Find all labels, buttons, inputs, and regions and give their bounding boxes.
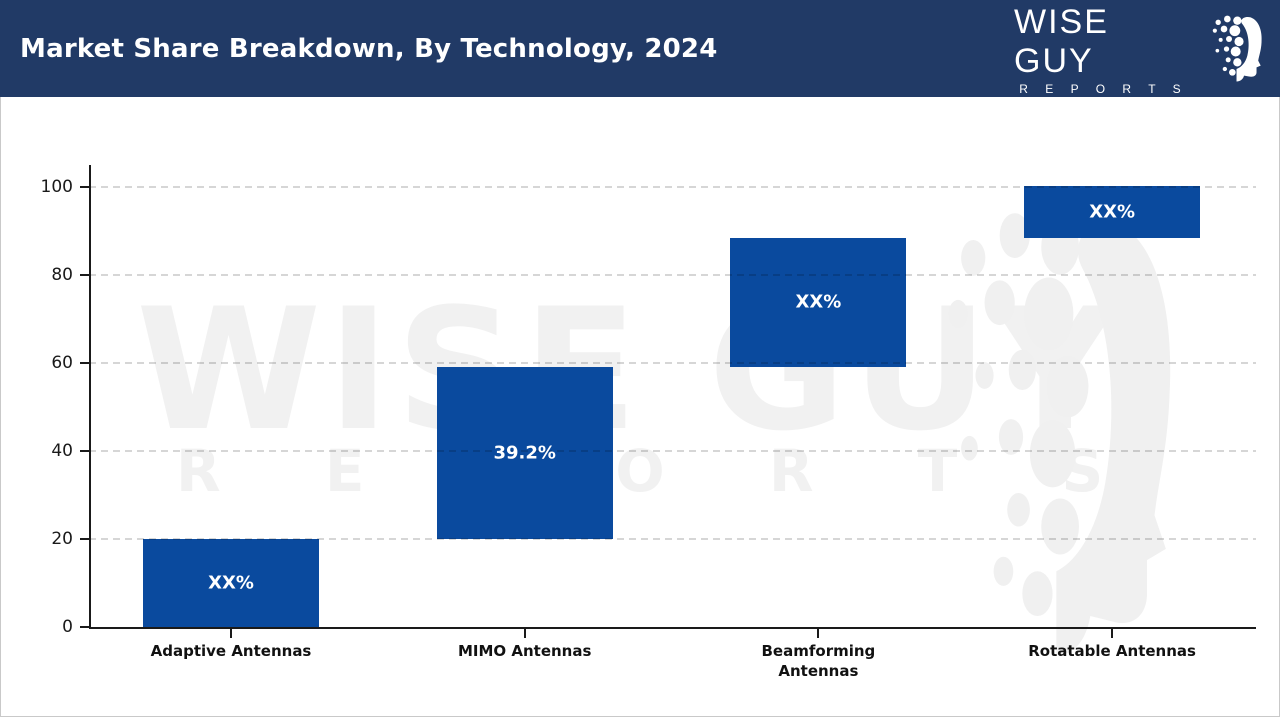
y-tick-mark — [80, 450, 89, 452]
chart-canvas: WISE GUY R E P O R T S 0 20 40 60 80 100 XX% 39… — [0, 97, 1280, 717]
watermark-subtitle: R E P O R T S — [176, 437, 1146, 505]
bar-value-label: XX% — [795, 291, 842, 313]
x-category-label-line: MIMO Antennas — [457, 642, 592, 660]
gridline-y20 — [89, 538, 1256, 540]
x-category-label: Rotatable Antennas — [1028, 641, 1196, 661]
x-axis-line — [89, 627, 1256, 629]
y-tick-label: 80 — [51, 265, 73, 285]
y-tick-label: 20 — [51, 529, 73, 549]
bar-value-label: XX% — [208, 572, 254, 594]
y-tick-label: 40 — [51, 441, 73, 461]
page-title: Market Share Breakdown, By Technology, 2… — [20, 33, 718, 64]
x-category-label-line: Beamforming — [761, 642, 876, 660]
x-tick-mark — [817, 629, 820, 638]
y-tick-label: 60 — [51, 353, 73, 373]
wiseguy-logo: WISE GUY R E P O R T S — [1014, 3, 1264, 96]
bar-mimo-antennas — [436, 366, 613, 539]
y-tick-mark — [80, 362, 89, 364]
gridline-y100 — [89, 186, 1256, 188]
x-category-label-line: Adaptive Antennas — [150, 642, 312, 660]
x-tick-mark — [230, 629, 232, 638]
logo-wordmark: WISE GUY — [1014, 2, 1109, 80]
y-tick-label: 0 — [62, 617, 73, 637]
x-category-label-line: Antennas — [778, 662, 859, 680]
bar-beamforming-antennas — [730, 238, 907, 367]
logo-subtitle: R E P O R T S — [1019, 81, 1188, 96]
y-tick-mark — [80, 186, 89, 188]
wiseguy-logo-text: WISE GUY R E P O R T S — [1014, 3, 1193, 96]
gridline-y40 — [89, 450, 1256, 452]
x-tick-mark — [523, 629, 526, 638]
bar-value-label: 39.2% — [493, 442, 556, 464]
gridline-y80 — [89, 274, 1256, 276]
x-category-label: Beamforming Antennas — [762, 641, 876, 681]
bar-value-label: XX% — [1089, 201, 1135, 223]
x-tick-mark — [1111, 629, 1114, 638]
y-tick-mark — [80, 538, 89, 540]
y-tick-mark — [80, 626, 89, 628]
x-category-label: Adaptive Antennas — [151, 641, 312, 661]
y-tick-mark — [80, 274, 89, 276]
watermark-face-icon — [948, 213, 1171, 656]
bar-adaptive-antennas — [143, 539, 319, 627]
header-banner: Market Share Breakdown, By Technology, 2… — [0, 0, 1280, 97]
y-axis-line — [89, 165, 91, 629]
bar-rotatable-antennas — [1024, 186, 1201, 239]
gridline-y60 — [89, 362, 1256, 364]
y-tick-label: 100 — [40, 177, 73, 197]
x-category-label: MIMO Antennas — [458, 641, 591, 661]
x-category-label-line: Rotatable Antennas — [1028, 642, 1196, 660]
card-bottom-border — [1, 716, 1280, 717]
wiseguy-face-icon — [1212, 15, 1262, 82]
